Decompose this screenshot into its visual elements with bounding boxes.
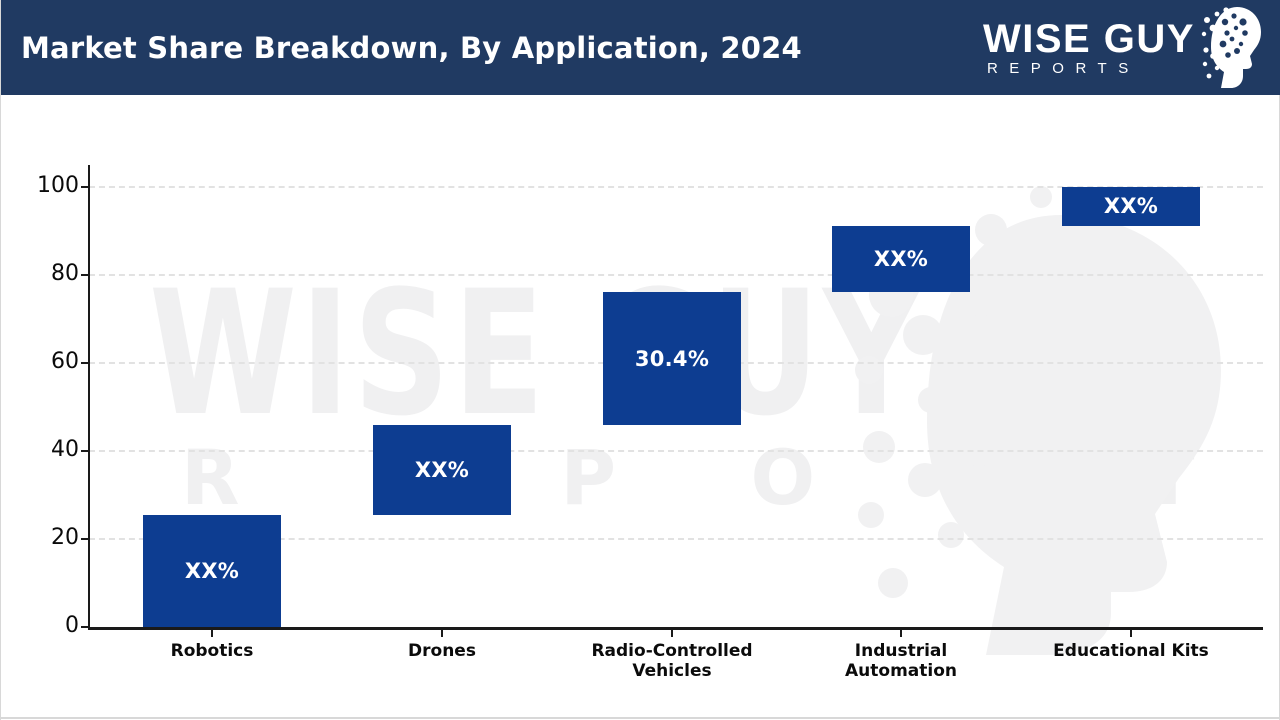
gridline-y80	[89, 274, 1263, 276]
y-tick-label: 40	[51, 437, 79, 462]
x-tick-mark	[211, 630, 213, 637]
x-tick-label-line: Vehicles	[632, 661, 712, 681]
bar-robotics: XX%	[143, 514, 281, 627]
y-tick-mark	[81, 274, 89, 276]
gridline-y100	[89, 186, 1263, 188]
y-axis-line	[88, 165, 90, 629]
wise-guy-logo: WISE GUY REPORTS	[983, 6, 1263, 90]
bar-industrial-automation: XX%	[832, 225, 970, 292]
y-tick-label: 20	[51, 525, 79, 550]
dotted-head-logo-icon	[1201, 7, 1261, 88]
bar-value-label: XX%	[414, 458, 470, 483]
x-tick-label: Robotics	[92, 641, 332, 661]
bar-drones: XX%	[373, 425, 511, 515]
y-tick-label: 0	[65, 613, 79, 638]
bar-value-label: XX%	[873, 246, 929, 271]
gridline-y20	[89, 538, 1263, 540]
y-tick-label: 60	[51, 349, 79, 374]
logo-reports-text: REPORTS	[986, 60, 1140, 77]
x-tick-label-line: Radio-Controlled	[591, 641, 753, 661]
bar-educational-kits: XX%	[1062, 187, 1200, 226]
x-tick-mark	[900, 630, 902, 637]
plot-area: 0 20 40 60 80 100 XX% Robotics XX% Drones 30.4% Rad…	[1, 95, 1280, 720]
chart-title: Market Share Breakdown, By Application, …	[21, 30, 802, 65]
x-tick-label: Educational Kits	[1011, 641, 1251, 661]
gridline-y40	[89, 450, 1263, 452]
y-tick-mark	[81, 626, 89, 628]
x-tick-label: Drones	[322, 641, 562, 661]
y-tick-mark	[81, 362, 89, 364]
x-tick-mark	[1130, 630, 1132, 637]
y-tick-label: 80	[51, 261, 79, 286]
y-tick-mark	[81, 450, 89, 452]
logo-wise-guy-text: WISE GUY	[982, 17, 1195, 61]
y-tick-mark	[81, 538, 89, 540]
bottom-frame-line	[1, 717, 1280, 719]
bar-value-label: XX%	[184, 558, 240, 583]
x-tick-label-line: Automation	[845, 661, 957, 681]
x-axis-line	[88, 627, 1263, 630]
x-tick-label: Radio-Controlled Vehicles	[552, 641, 792, 681]
x-tick-label-line: Robotics	[170, 641, 254, 661]
x-tick-mark	[671, 630, 673, 637]
bar-radio-controlled-vehicles: 30.4%	[603, 291, 741, 426]
x-tick-label-line: Industrial	[854, 641, 948, 661]
bar-value-label: 30.4%	[634, 346, 710, 371]
x-tick-mark	[441, 630, 443, 637]
bar-value-label: XX%	[1103, 194, 1159, 219]
x-tick-label-line: Educational Kits	[1053, 641, 1209, 661]
y-tick-mark	[81, 186, 89, 188]
y-tick-label: 100	[37, 173, 79, 198]
x-tick-label: Industrial Automation	[781, 641, 1021, 681]
logo-wordmark: WISE GUY REPORTS	[983, 18, 1195, 78]
header-band: Market Share Breakdown, By Application, …	[1, 0, 1280, 95]
x-tick-label-line: Drones	[408, 641, 476, 661]
